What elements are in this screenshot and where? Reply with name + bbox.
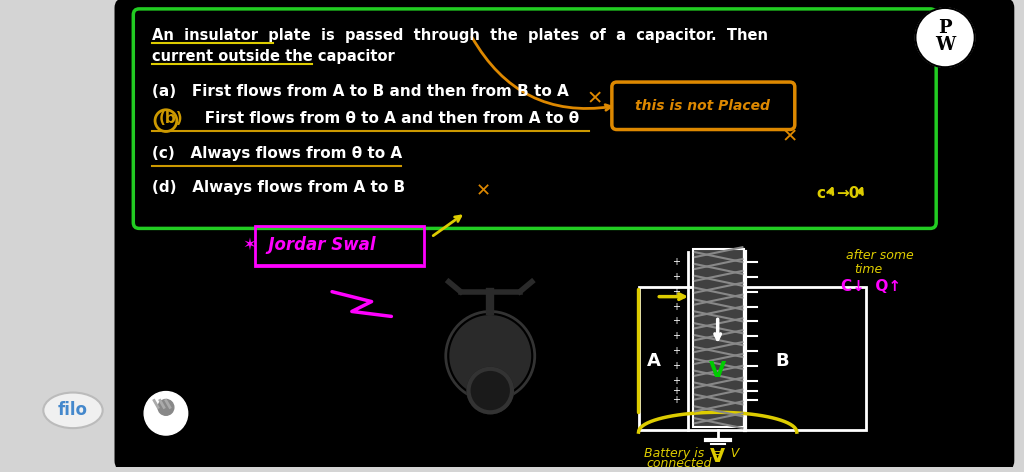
Text: +: + bbox=[672, 386, 680, 396]
Text: B: B bbox=[775, 352, 788, 370]
Text: +: + bbox=[672, 376, 680, 386]
FancyBboxPatch shape bbox=[115, 0, 1015, 471]
Text: filo: filo bbox=[58, 401, 88, 419]
Bar bbox=[693, 249, 744, 427]
Text: →0: →0 bbox=[837, 186, 860, 201]
Text: +: + bbox=[672, 287, 680, 297]
Text: Battery is  =  V: Battery is = V bbox=[643, 447, 738, 460]
Text: +: + bbox=[672, 396, 680, 405]
Text: +: + bbox=[672, 272, 680, 282]
Circle shape bbox=[144, 392, 187, 435]
Text: after some: after some bbox=[846, 249, 914, 262]
Bar bbox=[639, 287, 866, 430]
Text: ✕: ✕ bbox=[781, 127, 798, 146]
Text: An  insulator  plate  is  passed  through  the  plates  of  a  capacitor.  Then: An insulator plate is passed through the… bbox=[153, 28, 768, 42]
Text: C↓  Q↑: C↓ Q↑ bbox=[842, 279, 901, 294]
Text: this is not Placed: this is not Placed bbox=[636, 99, 770, 113]
Text: c: c bbox=[816, 186, 825, 201]
Text: +: + bbox=[672, 302, 680, 312]
Circle shape bbox=[451, 316, 529, 396]
Text: P: P bbox=[938, 19, 952, 37]
Text: (d)   Always flows from A to B: (d) Always flows from A to B bbox=[153, 180, 406, 195]
Text: +: + bbox=[672, 316, 680, 326]
Circle shape bbox=[469, 369, 512, 413]
Text: time: time bbox=[854, 263, 883, 276]
Text: ✕: ✕ bbox=[476, 182, 490, 200]
Text: V: V bbox=[709, 361, 726, 381]
Text: (a)   First flows from A to B and then from B to A: (a) First flows from A to B and then fro… bbox=[153, 84, 569, 99]
Text: +: + bbox=[672, 346, 680, 356]
Text: +: + bbox=[672, 331, 680, 341]
Circle shape bbox=[915, 8, 975, 67]
Text: V: V bbox=[710, 447, 725, 466]
Ellipse shape bbox=[43, 393, 102, 428]
Text: ✶  Jordar Swal: ✶ Jordar Swal bbox=[243, 236, 376, 254]
Text: A: A bbox=[646, 352, 660, 370]
Text: current outside the capacitor: current outside the capacitor bbox=[153, 50, 395, 65]
Text: (b): (b) bbox=[159, 111, 183, 126]
Text: connected: connected bbox=[646, 457, 712, 470]
Text: +: + bbox=[672, 257, 680, 267]
Text: +: + bbox=[672, 361, 680, 371]
Text: W: W bbox=[935, 36, 955, 54]
Text: (c)   Always flows from θ to A: (c) Always flows from θ to A bbox=[153, 146, 402, 161]
Circle shape bbox=[158, 399, 174, 415]
Text: First flows from θ to A and then from A to θ: First flows from θ to A and then from A … bbox=[188, 111, 579, 126]
Text: ✕: ✕ bbox=[587, 89, 603, 109]
